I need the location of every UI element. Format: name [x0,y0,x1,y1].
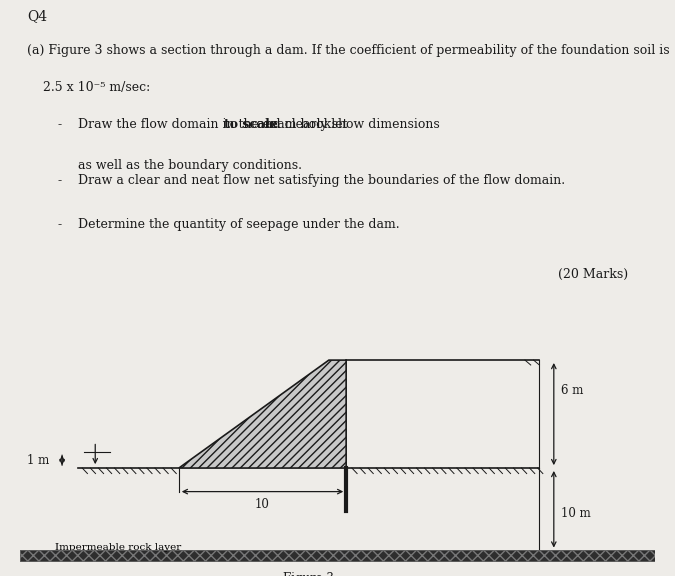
Text: -: - [57,174,61,187]
Text: 10 m: 10 m [561,507,591,520]
Text: Draw the flow domain in the exam booklet: Draw the flow domain in the exam booklet [78,118,351,131]
Text: 2.5 x 10⁻⁵ m/sec:: 2.5 x 10⁻⁵ m/sec: [27,81,151,94]
Text: -: - [57,118,61,131]
Text: 1 m: 1 m [27,454,49,467]
Text: (20 Marks): (20 Marks) [558,267,628,281]
Text: as well as the boundary conditions.: as well as the boundary conditions. [78,158,302,172]
Bar [20,551,655,561]
Text: 6 m: 6 m [561,384,583,397]
Text: Draw a clear and neat flow net satisfying the boundaries of the flow domain.: Draw a clear and neat flow net satisfyin… [78,174,565,187]
Text: Figure 3: Figure 3 [284,572,334,576]
Text: Q4: Q4 [27,9,47,24]
Text: Impermeable rock layer: Impermeable rock layer [55,543,181,552]
Text: -: - [57,218,61,231]
Polygon shape [179,360,346,468]
Text: Determine the quantity of seepage under the dam.: Determine the quantity of seepage under … [78,218,399,231]
Bar [20,551,655,561]
Text: (a) Figure 3 shows a section through a dam. If the coefficient of permeability o: (a) Figure 3 shows a section through a d… [27,44,670,56]
Text: 10: 10 [255,498,270,511]
Text: to scale: to scale [224,118,278,131]
Text: and clearly show dimensions: and clearly show dimensions [253,118,439,131]
